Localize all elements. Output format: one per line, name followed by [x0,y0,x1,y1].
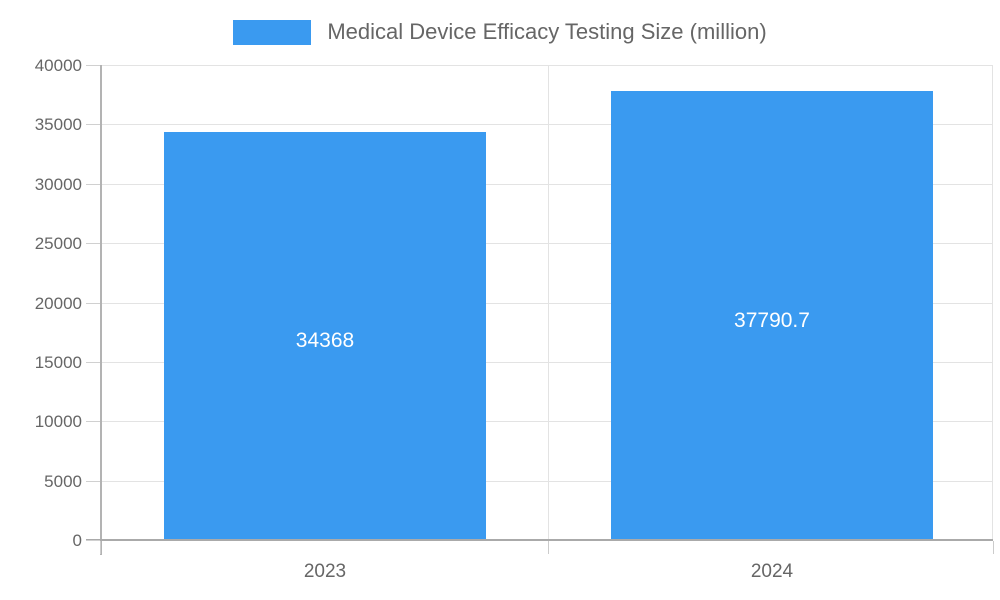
bar-2024[interactable] [611,91,933,540]
y-tick-mark-15000 [86,362,100,363]
gridline-40000 [100,65,993,66]
y-tick-mark-35000 [86,124,100,125]
legend-color-swatch-icon [233,19,312,45]
x-tick-mark-right [993,541,994,554]
y-tick-label-0: 0 [72,531,82,550]
bar-value-label-2024: 37790.7 [734,309,810,332]
gridline-25000 [100,243,993,244]
gridline-vertical-middle [548,65,549,540]
y-tick-label-40000: 40000 [34,56,82,75]
x-tick-mark-middle [548,541,549,554]
plot-area: 34368 37790.7 [100,65,993,540]
legend-item-medical-device-efficacy-testing-size[interactable]: Medical Device Efficacy Testing Size (mi… [233,19,767,45]
bar-2023[interactable] [164,132,486,540]
chart-legend: Medical Device Efficacy Testing Size (mi… [0,14,1000,50]
x-axis-line [86,539,993,541]
y-tick-mark-0 [86,540,100,541]
y-tick-label-35000: 35000 [34,115,82,134]
gridline-10000 [100,421,993,422]
y-tick-mark-5000 [86,481,100,482]
y-tick-mark-30000 [86,184,100,185]
gridline-35000 [100,124,993,125]
x-axis-label-2023: 2023 [303,561,347,582]
gridline-vertical-right [992,65,993,540]
y-tick-label-20000: 20000 [34,294,82,313]
y-tick-label-25000: 25000 [34,234,82,253]
gridline-5000 [100,481,993,482]
legend-item-label: Medical Device Efficacy Testing Size (mi… [327,19,767,44]
y-axis-line [100,65,102,555]
y-tick-label-15000: 15000 [34,353,82,372]
gridline-15000 [100,362,993,363]
y-tick-mark-25000 [86,243,100,244]
x-tick-mark-left [100,541,101,554]
y-tick-label-10000: 10000 [34,412,82,431]
y-tick-mark-10000 [86,421,100,422]
gridline-30000 [100,184,993,185]
gridline-20000 [100,303,993,304]
x-axis-label-2024: 2024 [750,561,794,582]
bar-value-label-2023: 34368 [295,329,355,352]
y-tick-label-30000: 30000 [34,175,82,194]
y-tick-mark-40000 [86,65,100,66]
y-tick-label-5000: 5000 [44,472,82,491]
y-tick-mark-20000 [86,303,100,304]
